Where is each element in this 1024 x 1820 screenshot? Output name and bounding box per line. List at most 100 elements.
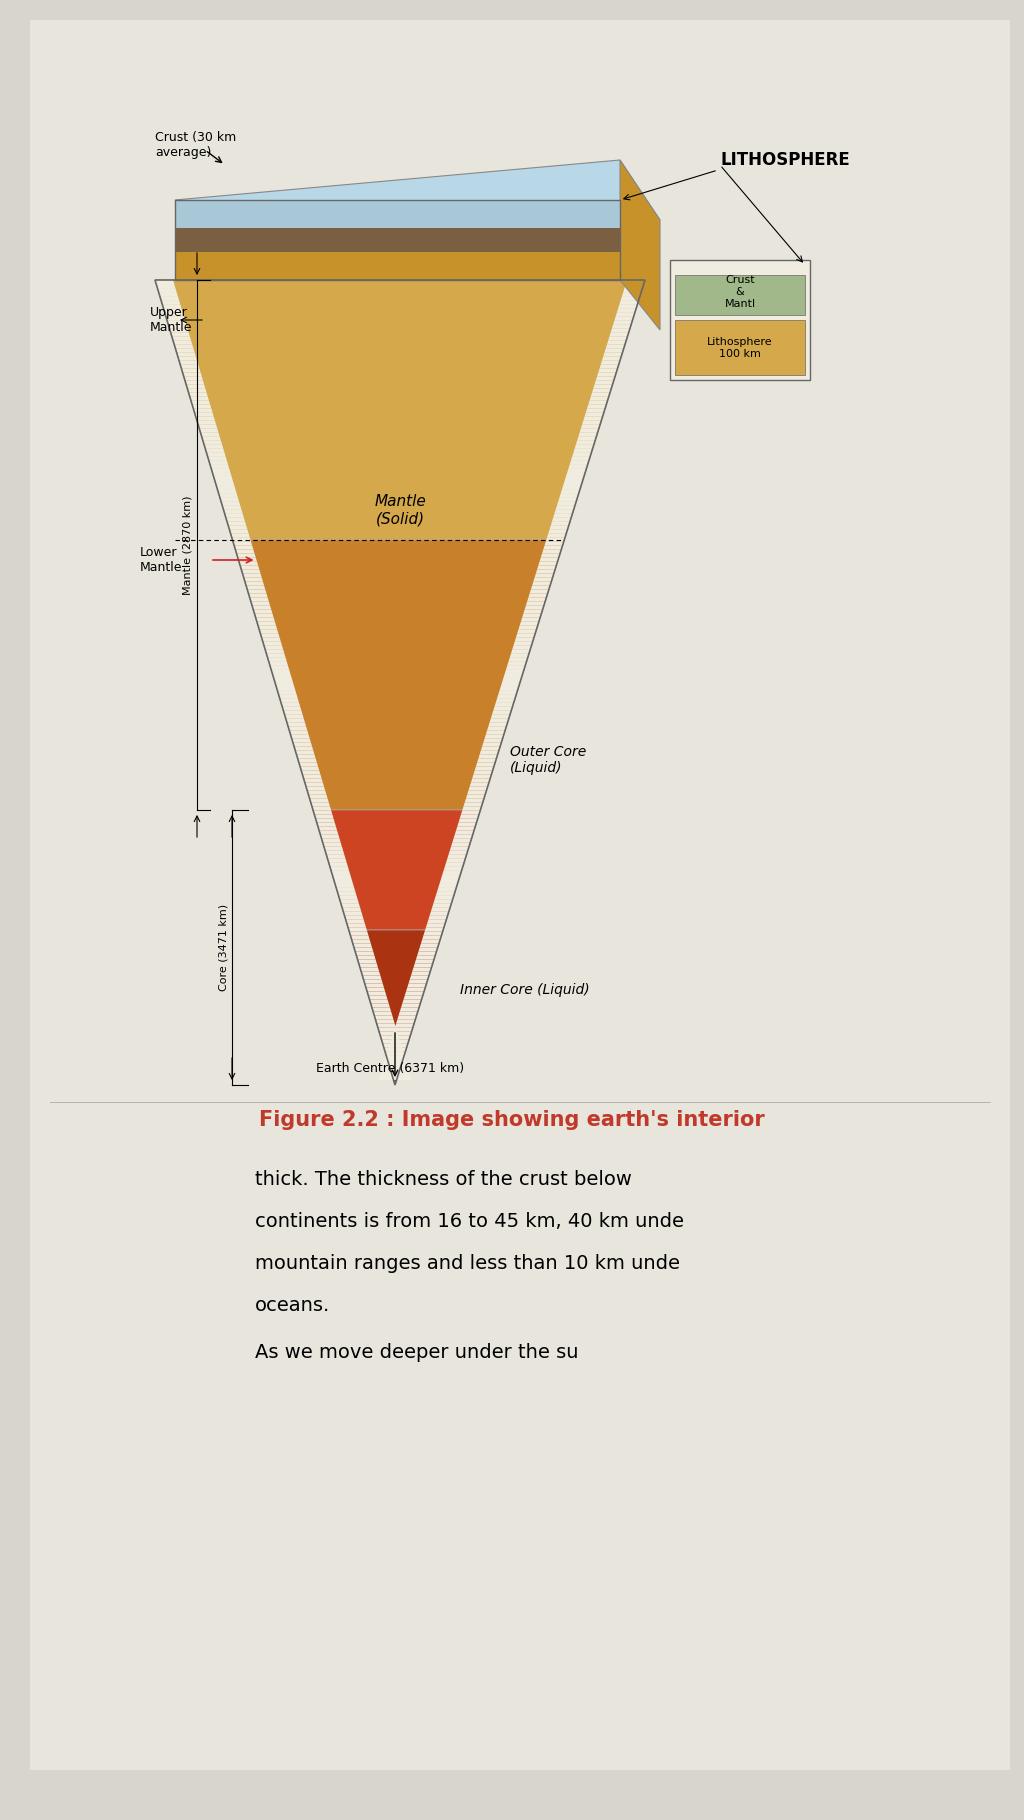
Polygon shape: [257, 622, 276, 626]
Polygon shape: [415, 959, 434, 963]
Polygon shape: [558, 497, 578, 500]
Text: Outer Core
(Liquid): Outer Core (Liquid): [510, 744, 587, 775]
Polygon shape: [162, 304, 181, 308]
Polygon shape: [296, 753, 315, 759]
Polygon shape: [380, 1036, 399, 1039]
Polygon shape: [183, 377, 203, 380]
Polygon shape: [625, 284, 644, 288]
Polygon shape: [590, 397, 609, 400]
Text: Crust
&
Mantl: Crust & Mantl: [724, 275, 756, 309]
Polygon shape: [461, 810, 480, 815]
Polygon shape: [270, 666, 289, 670]
Polygon shape: [478, 753, 498, 759]
Polygon shape: [281, 703, 300, 706]
Polygon shape: [475, 766, 494, 770]
Polygon shape: [436, 892, 456, 895]
Polygon shape: [555, 510, 573, 513]
Polygon shape: [376, 1019, 394, 1023]
FancyBboxPatch shape: [175, 228, 620, 251]
Polygon shape: [407, 988, 425, 992]
Polygon shape: [444, 863, 464, 866]
Polygon shape: [615, 313, 635, 317]
Polygon shape: [160, 297, 179, 300]
Polygon shape: [316, 823, 336, 826]
Polygon shape: [496, 699, 515, 703]
Polygon shape: [597, 373, 616, 377]
Polygon shape: [271, 670, 291, 673]
Polygon shape: [295, 750, 314, 753]
Polygon shape: [411, 972, 430, 976]
Polygon shape: [158, 288, 176, 291]
Polygon shape: [188, 393, 208, 397]
Polygon shape: [547, 533, 566, 537]
Polygon shape: [398, 1012, 418, 1016]
Polygon shape: [362, 976, 382, 979]
Polygon shape: [519, 622, 539, 626]
Polygon shape: [621, 297, 640, 300]
Polygon shape: [165, 313, 183, 317]
Polygon shape: [512, 646, 531, 650]
Polygon shape: [569, 460, 589, 464]
Text: thick. The thickness of the crust below: thick. The thickness of the crust below: [255, 1170, 632, 1188]
Polygon shape: [508, 657, 527, 662]
Polygon shape: [484, 733, 504, 739]
Polygon shape: [352, 943, 372, 948]
Polygon shape: [331, 872, 350, 875]
Polygon shape: [240, 566, 259, 570]
Polygon shape: [189, 397, 209, 400]
Polygon shape: [200, 430, 218, 433]
Polygon shape: [237, 553, 256, 557]
Polygon shape: [521, 617, 540, 622]
Polygon shape: [249, 593, 267, 597]
Polygon shape: [540, 557, 559, 561]
Polygon shape: [610, 328, 630, 333]
Polygon shape: [216, 484, 236, 490]
Polygon shape: [431, 906, 451, 912]
Polygon shape: [544, 546, 562, 550]
Polygon shape: [172, 337, 191, 340]
Polygon shape: [385, 1052, 404, 1056]
Polygon shape: [193, 404, 211, 410]
Polygon shape: [218, 493, 238, 497]
Polygon shape: [260, 633, 280, 637]
Polygon shape: [382, 1039, 400, 1045]
Polygon shape: [247, 590, 266, 593]
Polygon shape: [161, 300, 180, 304]
Polygon shape: [227, 521, 246, 526]
Polygon shape: [345, 919, 365, 923]
Polygon shape: [587, 404, 606, 410]
Polygon shape: [372, 1008, 391, 1012]
Polygon shape: [599, 364, 618, 368]
Polygon shape: [505, 670, 524, 673]
Polygon shape: [557, 501, 577, 506]
Polygon shape: [437, 886, 457, 892]
Polygon shape: [285, 713, 304, 719]
Polygon shape: [410, 976, 429, 979]
Polygon shape: [477, 759, 497, 763]
Polygon shape: [532, 582, 551, 586]
Text: Mantle
(Solid): Mantle (Solid): [374, 493, 426, 526]
Polygon shape: [348, 926, 368, 932]
Polygon shape: [427, 919, 446, 923]
Polygon shape: [287, 723, 306, 726]
Polygon shape: [556, 506, 575, 510]
Polygon shape: [384, 1059, 402, 1065]
Polygon shape: [541, 553, 560, 557]
FancyBboxPatch shape: [175, 200, 620, 228]
Polygon shape: [286, 719, 305, 723]
Polygon shape: [338, 895, 357, 899]
Polygon shape: [190, 400, 210, 404]
Polygon shape: [606, 344, 625, 348]
Polygon shape: [204, 444, 223, 450]
Polygon shape: [584, 417, 602, 420]
Polygon shape: [387, 1059, 407, 1065]
Polygon shape: [326, 852, 344, 855]
Polygon shape: [391, 1036, 411, 1039]
Polygon shape: [573, 450, 593, 453]
Polygon shape: [378, 1028, 397, 1032]
Polygon shape: [255, 613, 273, 617]
Polygon shape: [313, 810, 480, 930]
Polygon shape: [357, 959, 377, 963]
Polygon shape: [217, 490, 237, 493]
Polygon shape: [194, 410, 213, 413]
